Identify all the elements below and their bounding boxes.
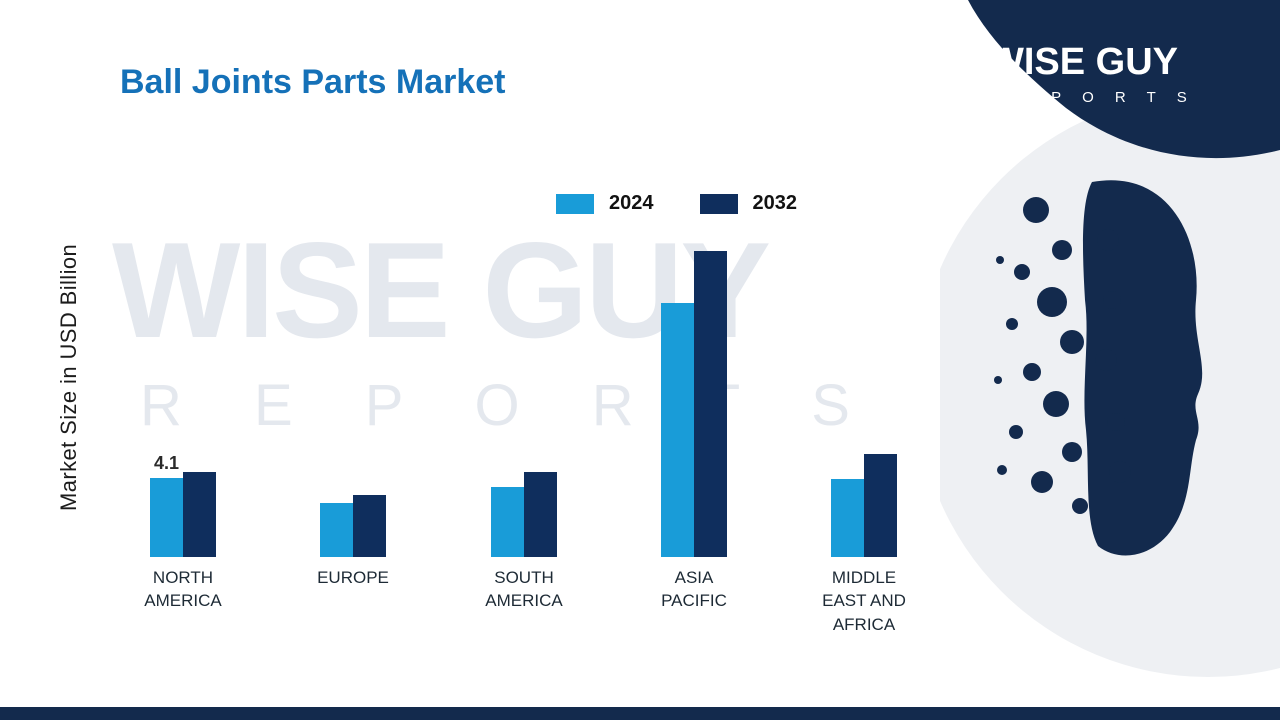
page-title: Ball Joints Parts Market	[120, 62, 506, 101]
category-label: EUROPE	[317, 568, 389, 587]
legend-swatch-2032	[699, 193, 738, 214]
bar-group: MIDDLE EAST AND AFRICA	[789, 247, 939, 636]
bar-pair	[619, 247, 769, 557]
bar-2032	[183, 472, 216, 557]
watermark-line2: R E P O R T S	[140, 373, 878, 438]
bar-group: EUROPE	[278, 247, 428, 589]
category-label: NORTH AMERICA	[144, 568, 222, 611]
bar-2024	[320, 503, 353, 557]
bar-2032	[353, 495, 386, 557]
watermark: WISE GUY R E P O R T S	[112, 222, 878, 439]
decorative-face-graphic	[940, 0, 1280, 677]
brand-logo: WISE GUY R E P O R T S	[988, 41, 1196, 106]
bar-2024	[491, 487, 524, 557]
legend-label-2024: 2024	[609, 192, 654, 214]
chart-legend: 2024 2032	[556, 192, 797, 215]
face-profile-shape	[994, 180, 1203, 556]
bar-group: 4.1 NORTH AMERICA	[108, 247, 258, 613]
plot-area: 4.1 NORTH AMERICA EUROPE SOUTH AMERICA ASIA …	[108, 247, 948, 634]
corner-navy-shape	[968, 0, 1280, 159]
y-axis-label: Market Size in USD Billion	[56, 243, 81, 511]
bar-pair	[789, 247, 939, 557]
brand-logo-wordmark: WISE GUY	[988, 41, 1179, 83]
bar-pair	[278, 247, 428, 557]
legend-item-2024: 2024	[556, 192, 654, 215]
legend-label-2032: 2032	[752, 192, 798, 214]
bar-2032	[864, 454, 897, 557]
category-label: SOUTH AMERICA	[485, 568, 563, 611]
bar-data-label: 4.1	[153, 453, 180, 473]
category-label: ASIA PACIFIC	[661, 568, 727, 611]
bar-2032	[694, 251, 727, 557]
bar-group: ASIA PACIFIC	[619, 247, 769, 613]
category-label: MIDDLE EAST AND AFRICA	[822, 568, 906, 634]
bar-group: SOUTH AMERICA	[449, 247, 599, 613]
legend-item-2032: 2032	[699, 192, 798, 215]
bar-pair: 4.1	[108, 247, 258, 557]
brand-logo-subtitle: R E P O R T S	[988, 88, 1196, 106]
bar-2024	[150, 478, 183, 557]
bar-2024	[831, 479, 864, 557]
footer-bar	[0, 707, 1280, 720]
bar-2032	[524, 472, 557, 557]
bar-2024	[661, 303, 694, 557]
legend-swatch-2024	[556, 193, 594, 214]
bar-pair	[449, 247, 599, 557]
